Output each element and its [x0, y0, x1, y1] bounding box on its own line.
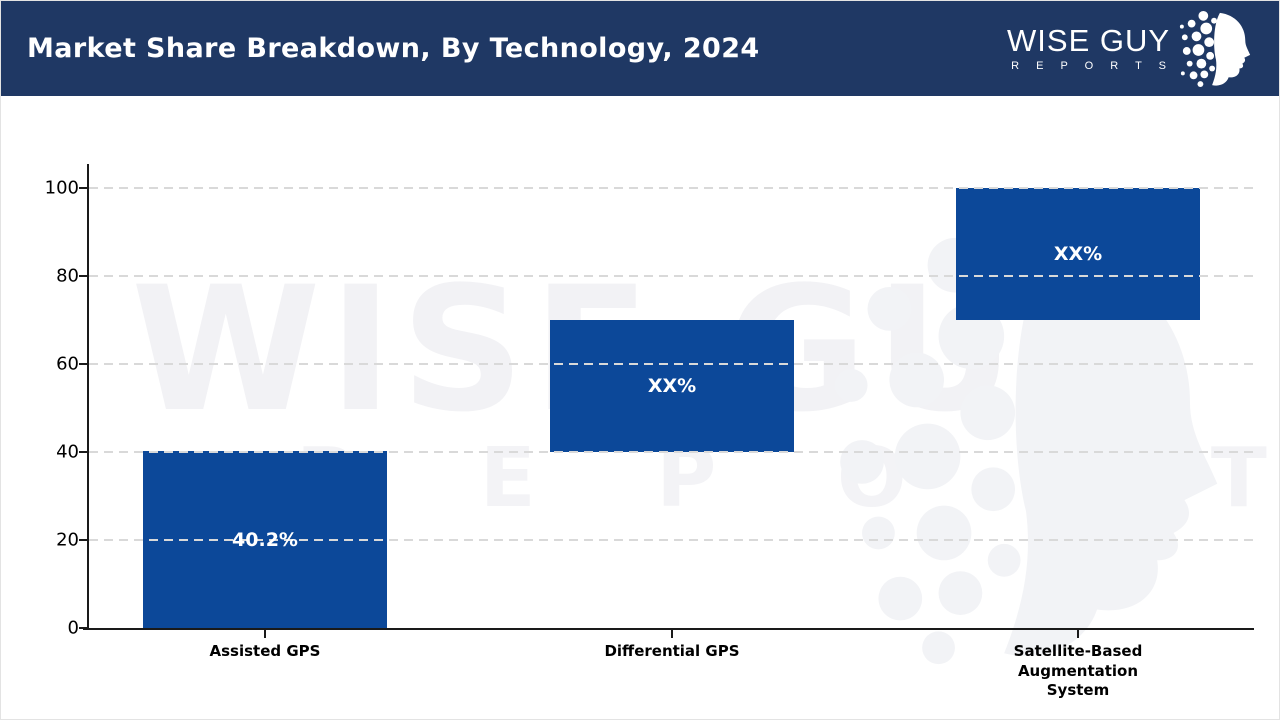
- brand-name: WISE GUY: [1007, 23, 1171, 58]
- bar-segment: [956, 188, 1200, 320]
- y-gridline: [89, 451, 1254, 453]
- bar-value-label: XX%: [1053, 243, 1103, 265]
- y-axis-tick-label: 80: [56, 265, 79, 287]
- y-tick-mark: [79, 539, 87, 541]
- y-axis-tick-label: 0: [67, 617, 79, 639]
- page-title: Market Share Breakdown, By Technology, 2…: [27, 33, 760, 64]
- y-gridline: [89, 187, 1254, 189]
- y-axis-tick-label: 60: [56, 353, 79, 375]
- y-tick-mark: [79, 451, 87, 453]
- y-gridline: [89, 539, 1254, 541]
- y-axis-tick-label: 100: [44, 177, 79, 199]
- y-tick-mark: [79, 275, 87, 277]
- bar-segment: [550, 320, 794, 452]
- x-axis-category-label: Differential GPS: [604, 642, 740, 660]
- bar-value-label: 40.2%: [232, 528, 298, 551]
- brand-logo: WISE GUY R E P O R T S: [1004, 7, 1255, 91]
- brand-face-icon: [1179, 10, 1251, 87]
- y-gridline: [89, 363, 1254, 365]
- bar-value-label: XX%: [647, 375, 697, 397]
- y-axis-tick-label: 20: [56, 529, 79, 551]
- y-tick-mark: [79, 363, 87, 365]
- x-tick-mark: [264, 630, 266, 638]
- y-tick-mark: [79, 187, 87, 189]
- brand-logo-text: WISE GUY R E P O R T S: [1004, 25, 1173, 72]
- y-tick-mark: [79, 627, 87, 629]
- x-axis-line: [83, 628, 1254, 630]
- brand-subtitle: R E P O R T S: [1011, 60, 1173, 72]
- y-axis-tick-label: 40: [56, 441, 79, 463]
- header-bar: Market Share Breakdown, By Technology, 2…: [1, 1, 1279, 96]
- y-gridline: [89, 275, 1254, 277]
- x-tick-mark: [671, 630, 673, 638]
- x-axis-category-label: Satellite-Based Augmentation System: [1013, 642, 1143, 699]
- y-axis-line: [87, 164, 89, 630]
- x-axis-category-label: Assisted GPS: [209, 642, 321, 660]
- x-tick-mark: [1077, 630, 1079, 638]
